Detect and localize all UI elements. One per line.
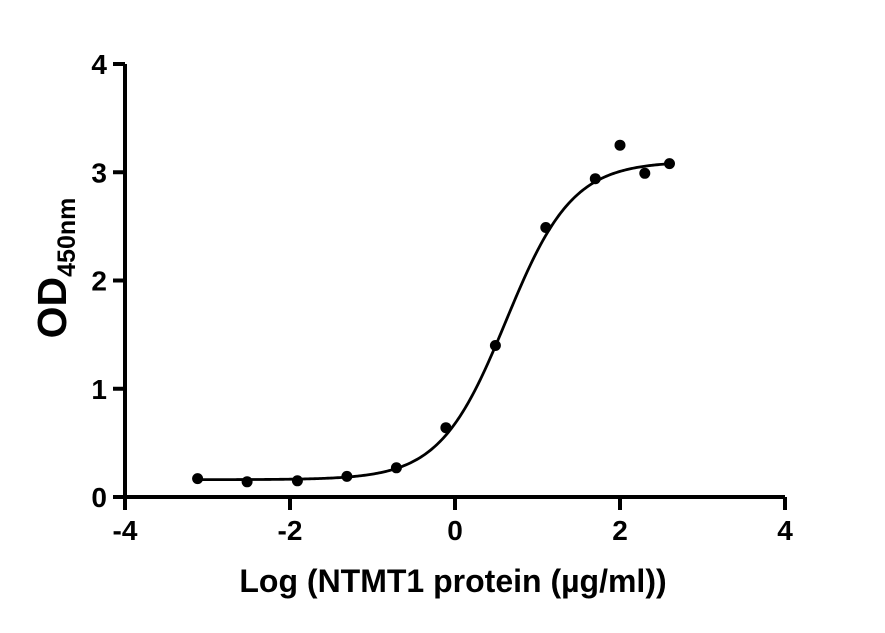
data-point-5 (440, 422, 452, 434)
data-point-8 (589, 173, 601, 185)
data-point-2 (291, 475, 303, 487)
x-tick-label--4: -4 (113, 515, 138, 546)
y-axis-title-main: OD (29, 277, 75, 339)
x-tick-label--2: -2 (278, 515, 303, 546)
data-point-7 (540, 222, 552, 233)
y-axis-ticks (113, 62, 125, 499)
data-point-1 (241, 476, 253, 488)
fit-curve-path (196, 162, 673, 482)
axes: 0 1 2 3 4 -4 -2 0 2 4 (91, 49, 793, 546)
y-tick-label-0: 0 (91, 482, 107, 513)
data-point-6 (489, 340, 501, 351)
x-tick-label-0: 0 (447, 515, 463, 546)
data-point-0 (192, 473, 204, 485)
y-tick-label-3: 3 (91, 157, 107, 188)
data-point-9 (614, 139, 626, 151)
data-points (192, 139, 675, 488)
x-axis-ticks (123, 497, 787, 510)
x-tick-label-2: 2 (612, 515, 628, 546)
fit-curve (196, 162, 673, 482)
y-axis-title-subscript: 450nm (53, 198, 81, 277)
x-axis-title: Log (NTMT1 protein (µg/ml)) (239, 563, 666, 599)
y-tick-label-1: 1 (91, 374, 107, 405)
y-tick-label-4: 4 (91, 49, 107, 80)
data-point-3 (341, 470, 353, 482)
x-tick-labels: -4 -2 0 2 4 (113, 515, 794, 546)
axis-lines (123, 64, 785, 499)
data-point-4 (390, 462, 402, 474)
y-tick-labels: 0 1 2 3 4 (91, 49, 107, 513)
y-axis-title: OD450nm (29, 198, 81, 339)
data-point-11 (664, 158, 675, 170)
y-tick-label-2: 2 (91, 266, 107, 297)
x-tick-label-4: 4 (777, 515, 793, 546)
data-point-10 (639, 167, 651, 179)
